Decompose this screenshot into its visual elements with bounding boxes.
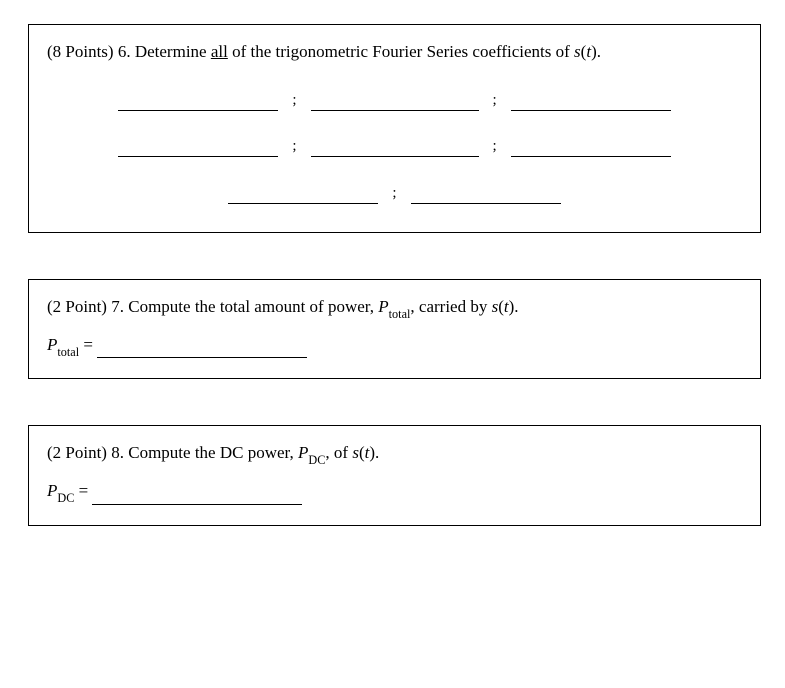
q8-equals: =: [74, 481, 88, 500]
separator-semicolon: ;: [388, 185, 400, 202]
answer-blank[interactable]: [228, 185, 378, 204]
q6-blank-row-2: ; ;: [47, 139, 742, 158]
page: (8 Points) 6. Determine all of the trigo…: [0, 0, 785, 550]
q6-signal-arg: t: [586, 42, 591, 61]
q8-answer-P: P: [47, 481, 57, 500]
q7-number: 7.: [111, 297, 124, 316]
q8-signal-var: s: [352, 443, 359, 462]
question-6-box: (8 Points) 6. Determine all of the trigo…: [28, 24, 761, 233]
question-8-box: (2 Point) 8. Compute the DC power, PDC, …: [28, 425, 761, 525]
q6-prompt-post: of the trigonometric Fourier Series coef…: [228, 42, 574, 61]
separator-semicolon: ;: [288, 138, 300, 155]
answer-blank[interactable]: [511, 92, 671, 111]
q8-number: 8.: [111, 443, 124, 462]
q8-points: (2 Point): [47, 443, 107, 462]
q7-prompt-mid: , carried by: [410, 297, 491, 316]
question-8-prompt: (2 Point) 8. Compute the DC power, PDC, …: [47, 442, 742, 467]
question-7-box: (2 Point) 7. Compute the total amount of…: [28, 279, 761, 379]
q7-answer-P: P: [47, 335, 57, 354]
separator-semicolon: ;: [489, 138, 501, 155]
answer-blank[interactable]: [411, 185, 561, 204]
q7-signal-arg: t: [504, 297, 509, 316]
q8-answer-sub: DC: [57, 491, 74, 505]
q7-symbol-P: P: [378, 297, 388, 316]
q6-blank-row-1: ; ;: [47, 92, 742, 111]
q6-period: .: [597, 42, 601, 61]
answer-blank[interactable]: [97, 340, 307, 359]
q7-signal-var: s: [492, 297, 499, 316]
answer-blank[interactable]: [311, 92, 479, 111]
separator-semicolon: ;: [489, 92, 501, 109]
q6-prompt-underlined: all: [211, 42, 228, 61]
q7-answer-lhs: Ptotal =: [47, 335, 93, 358]
q6-number: 6.: [118, 42, 131, 61]
q6-prompt-pre: Determine: [135, 42, 211, 61]
q8-prompt-pre: Compute the DC power,: [128, 443, 298, 462]
answer-blank[interactable]: [118, 139, 278, 158]
q8-answer-lhs: PDC =: [47, 481, 88, 504]
q7-points: (2 Point): [47, 297, 107, 316]
answer-blank[interactable]: [92, 486, 302, 505]
answer-blank[interactable]: [511, 139, 671, 158]
q7-prompt-pre: Compute the total amount of power,: [128, 297, 378, 316]
question-7-prompt: (2 Point) 7. Compute the total amount of…: [47, 296, 742, 321]
q7-answer-line: Ptotal =: [47, 335, 742, 358]
q8-period: .: [375, 443, 379, 462]
question-6-prompt: (8 Points) 6. Determine all of the trigo…: [47, 41, 742, 64]
separator-semicolon: ;: [288, 92, 300, 109]
q6-points: (8 Points): [47, 42, 114, 61]
q8-symbol-sub: DC: [308, 453, 325, 467]
q7-symbol-sub: total: [389, 307, 411, 321]
q6-signal-var: s: [574, 42, 581, 61]
q7-period: .: [514, 297, 518, 316]
q6-blank-row-3: ;: [47, 185, 742, 204]
q8-answer-line: PDC =: [47, 481, 742, 504]
q8-signal-arg: t: [365, 443, 370, 462]
q7-answer-sub: total: [57, 345, 79, 359]
answer-blank[interactable]: [118, 92, 278, 111]
answer-blank[interactable]: [311, 139, 479, 158]
q7-equals: =: [79, 335, 93, 354]
q8-symbol-P: P: [298, 443, 308, 462]
q8-prompt-mid: , of: [325, 443, 352, 462]
